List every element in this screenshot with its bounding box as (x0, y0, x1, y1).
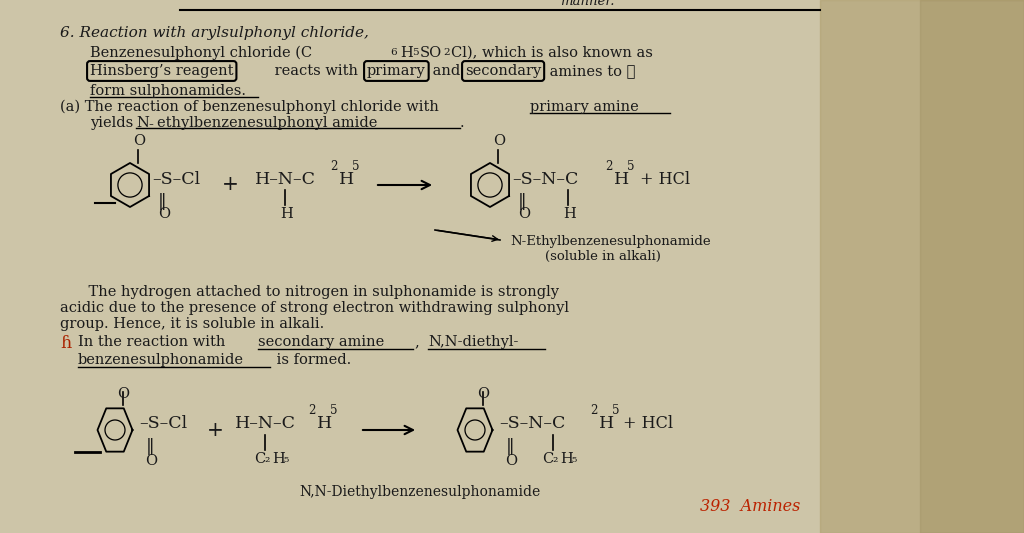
Text: primary: primary (367, 64, 426, 78)
Text: H: H (614, 172, 630, 189)
Text: Hinsberg’s reagent: Hinsberg’s reagent (90, 64, 233, 78)
Text: acidic due to the presence of strong electron withdrawing sulphonyl: acidic due to the presence of strong ele… (60, 301, 569, 315)
Text: –S–N–C: –S–N–C (499, 416, 565, 432)
Text: C: C (254, 452, 265, 466)
Text: form sulphonamides.: form sulphonamides. (90, 84, 246, 98)
Text: ethylbenzenesulphonyl amide: ethylbenzenesulphonyl amide (157, 116, 378, 130)
Text: 6: 6 (390, 48, 396, 57)
Text: H: H (563, 207, 575, 221)
Text: H: H (317, 416, 332, 432)
Text: 2: 2 (330, 160, 337, 173)
Text: + HCl: + HCl (640, 172, 690, 189)
Text: N,N-diethyl-: N,N-diethyl- (428, 335, 518, 349)
Text: ₅: ₅ (284, 452, 289, 465)
Text: is formed.: is formed. (272, 353, 351, 367)
Text: O: O (518, 207, 530, 221)
Text: ‖: ‖ (506, 438, 514, 455)
Text: –S–N–C: –S–N–C (512, 172, 579, 189)
Text: benzenesulphonamide: benzenesulphonamide (78, 353, 244, 367)
Text: 393  Amines: 393 Amines (700, 498, 801, 515)
Text: primary amine: primary amine (530, 100, 639, 114)
Text: ,: , (415, 335, 424, 349)
Text: O: O (477, 387, 489, 401)
Text: O: O (117, 387, 129, 401)
Text: ɦ: ɦ (60, 335, 72, 352)
Text: (a) The reaction of benzenesulphonyl chloride with: (a) The reaction of benzenesulphonyl chl… (60, 100, 443, 115)
Text: In the reaction with: In the reaction with (78, 335, 230, 349)
Text: 2: 2 (443, 48, 450, 57)
Text: H–N–C: H–N–C (234, 416, 296, 432)
Text: manner.: manner. (560, 0, 614, 8)
Text: 5: 5 (627, 160, 635, 173)
Text: H: H (560, 452, 572, 466)
Text: ₂: ₂ (552, 452, 557, 465)
Text: yields: yields (90, 116, 138, 130)
Text: Cl), which is also known as: Cl), which is also known as (451, 46, 653, 60)
Text: Benzenesulphonyl chloride (C: Benzenesulphonyl chloride (C (90, 46, 312, 60)
Text: C: C (542, 452, 553, 466)
Text: group. Hence, it is soluble in alkali.: group. Hence, it is soluble in alkali. (60, 317, 325, 331)
Text: H–N–C: H–N–C (255, 172, 316, 189)
Text: 6. Reaction with arylsulphonyl chloride,: 6. Reaction with arylsulphonyl chloride, (60, 26, 369, 40)
Text: N-Ethylbenzenesulphonamide: N-Ethylbenzenesulphonamide (510, 235, 711, 248)
Text: +: + (221, 175, 239, 195)
Text: reacts with: reacts with (270, 64, 362, 78)
Text: H: H (339, 172, 354, 189)
Text: –S–Cl: –S–Cl (139, 416, 187, 432)
Text: 2: 2 (605, 160, 612, 173)
Text: The hydrogen attached to nitrogen in sulphonamide is strongly: The hydrogen attached to nitrogen in sul… (70, 285, 559, 299)
Text: + HCl: + HCl (623, 416, 673, 432)
Text: 2: 2 (308, 404, 315, 417)
Text: secondary: secondary (465, 64, 542, 78)
Text: H: H (272, 452, 285, 466)
Text: H: H (280, 207, 293, 221)
Text: O: O (493, 134, 505, 148)
Text: ‖: ‖ (145, 438, 155, 455)
Text: ‖: ‖ (158, 193, 166, 210)
Text: ₂: ₂ (264, 452, 269, 465)
Text: O: O (158, 207, 170, 221)
Text: -: - (148, 118, 153, 132)
Text: –S–Cl: –S–Cl (152, 172, 200, 189)
Text: 5: 5 (612, 404, 620, 417)
Text: O: O (145, 454, 157, 468)
Text: 5: 5 (330, 404, 338, 417)
Text: O: O (505, 454, 517, 468)
Text: 5: 5 (412, 48, 419, 57)
Text: secondary amine: secondary amine (258, 335, 384, 349)
Text: .: . (460, 116, 465, 130)
Text: 2: 2 (590, 404, 597, 417)
Text: O: O (133, 134, 145, 148)
Text: N,N-Diethylbenzenesulphonamide: N,N-Diethylbenzenesulphonamide (299, 485, 541, 499)
Text: ‖: ‖ (518, 193, 526, 210)
Text: H: H (599, 416, 614, 432)
Text: +: + (207, 421, 223, 440)
Text: H: H (400, 46, 413, 60)
Text: ₅: ₅ (572, 452, 578, 465)
Text: SO: SO (420, 46, 442, 60)
Text: amines to ★: amines to ★ (545, 64, 635, 78)
Text: 5: 5 (352, 160, 359, 173)
Text: (soluble in alkali): (soluble in alkali) (545, 250, 660, 263)
Text: N: N (136, 116, 148, 130)
Text: and: and (428, 64, 465, 78)
